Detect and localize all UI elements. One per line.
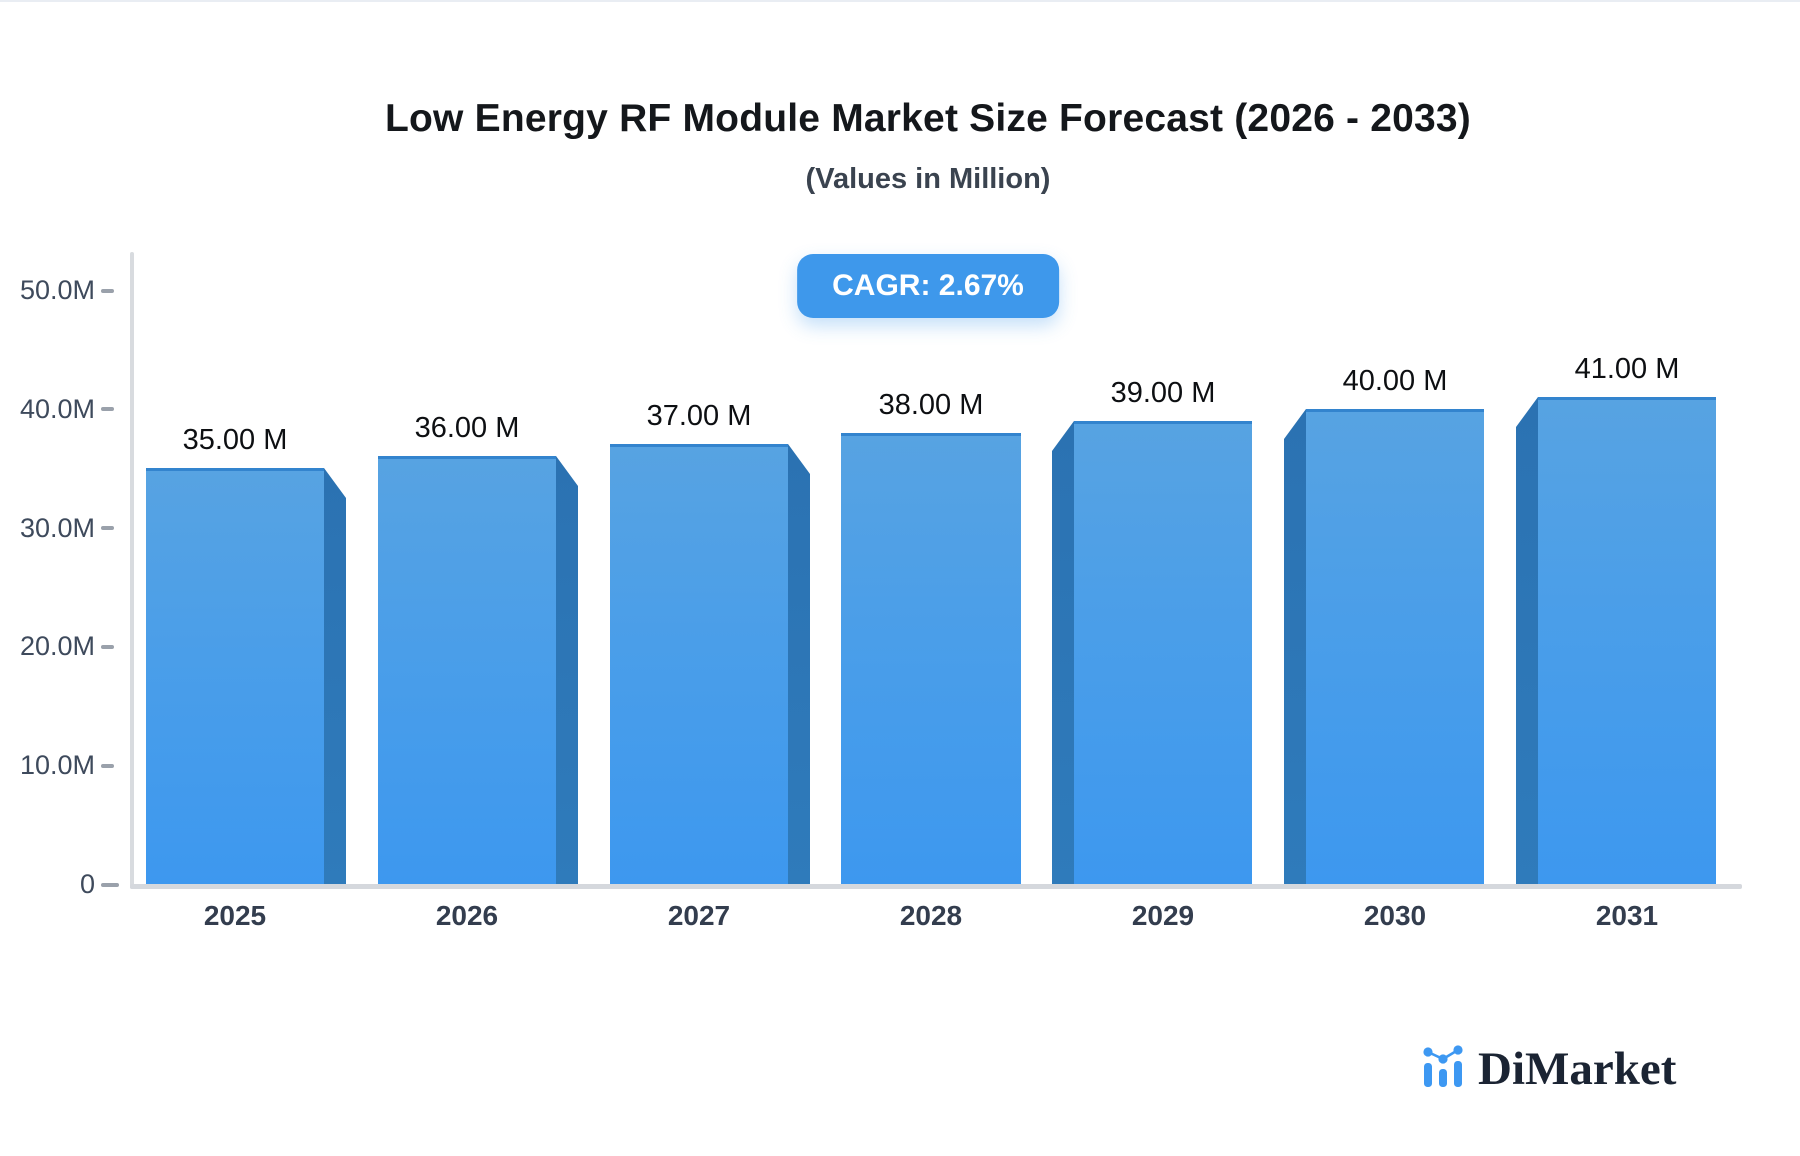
bar (1538, 397, 1716, 884)
y-axis-tick (101, 288, 114, 293)
bar-value-label: 39.00 M (1110, 377, 1216, 409)
cagr-badge: CAGR: 2.67% (797, 254, 1059, 318)
bar-value-label: 36.00 M (414, 412, 520, 444)
y-axis-tick (101, 526, 114, 531)
bar-3d-side (788, 444, 810, 884)
page-top-edge (0, 0, 1800, 2)
x-axis-label: 2028 (899, 900, 963, 931)
bar (146, 468, 324, 884)
bar-value-label: 40.00 M (1342, 365, 1448, 397)
y-axis-label: 10.0M (19, 750, 95, 781)
x-axis-label: 2031 (1595, 900, 1659, 931)
bar-value-label: 37.00 M (646, 400, 752, 432)
y-axis-label: 40.0M (19, 393, 95, 424)
y-axis-tick (101, 407, 114, 412)
x-axis-label: 2026 (435, 900, 499, 931)
bar (1074, 421, 1252, 884)
y-axis-label: 0 (79, 869, 95, 899)
y-axis-tick (101, 644, 114, 649)
bar-3d-side (1516, 397, 1538, 884)
bar-3d-side (324, 468, 346, 884)
bar-value-label: 41.00 M (1574, 353, 1680, 385)
bar-value-label: 38.00 M (878, 389, 984, 421)
bar (610, 444, 788, 884)
x-axis-label: 2030 (1363, 900, 1427, 931)
chart-subtitle: (Values in Million) (805, 163, 1051, 195)
bar-value-label: 35.00 M (182, 424, 288, 456)
chart-title: Low Energy RF Module Market Size Forecas… (385, 97, 1471, 140)
bar (1306, 409, 1484, 884)
y-axis-line (130, 252, 134, 889)
dimarket-logo-text: DiMarket (1478, 1043, 1677, 1095)
x-axis-label: 2027 (667, 900, 731, 931)
bar-3d-side (1052, 421, 1074, 884)
x-axis-label: 2025 (203, 900, 267, 931)
dimarket-logo-icon (1423, 1045, 1463, 1087)
y-axis-label: 20.0M (19, 631, 95, 662)
bar (378, 456, 556, 884)
y-axis-tick (101, 882, 119, 887)
y-axis-tick (101, 763, 114, 768)
x-axis-line (130, 884, 1742, 889)
bar (841, 433, 1021, 884)
bar-3d-side (556, 456, 578, 884)
y-axis-label: 30.0M (19, 512, 95, 543)
y-axis-label: 50.0M (19, 275, 95, 305)
x-axis-label: 2029 (1131, 900, 1195, 931)
bar-3d-side (1284, 409, 1306, 884)
